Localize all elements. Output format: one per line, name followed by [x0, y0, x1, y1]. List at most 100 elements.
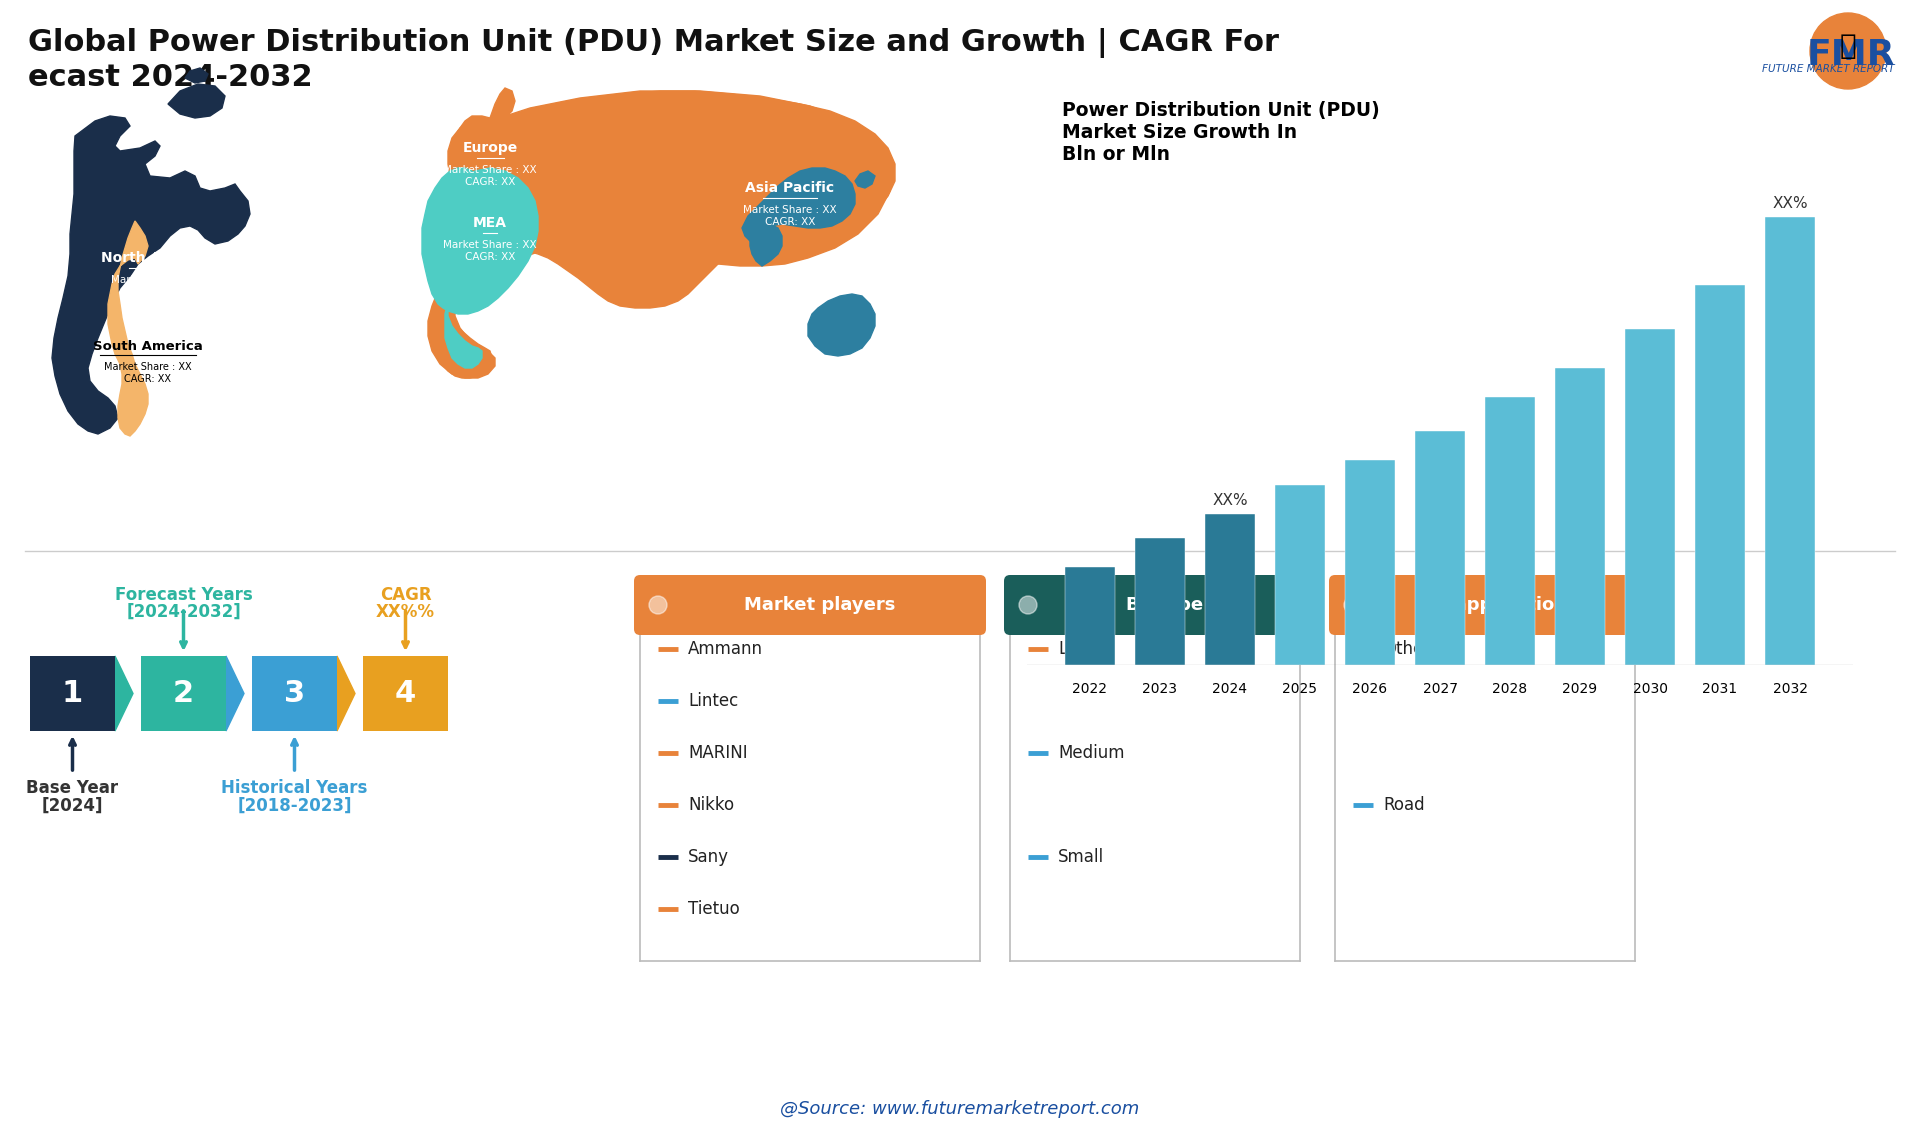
Text: 4: 4 [396, 678, 417, 708]
Text: Market Share : XX: Market Share : XX [444, 240, 538, 250]
Circle shape [1344, 596, 1361, 614]
Polygon shape [227, 656, 244, 731]
Polygon shape [169, 84, 225, 118]
Text: Sany: Sany [687, 848, 730, 866]
Text: Market players: Market players [745, 596, 897, 614]
Polygon shape [115, 656, 132, 731]
Text: Historical Years: Historical Years [221, 779, 369, 796]
Polygon shape [459, 118, 536, 194]
Text: Large: Large [1058, 639, 1104, 658]
Polygon shape [741, 168, 854, 241]
Text: 2025: 2025 [1283, 682, 1317, 696]
Text: [2024-2032]: [2024-2032] [127, 603, 240, 621]
Circle shape [649, 596, 666, 614]
Text: CAGR: CAGR [380, 586, 432, 604]
Text: Market Share : XX: Market Share : XX [743, 205, 837, 215]
Text: 1: 1 [61, 678, 83, 708]
FancyBboxPatch shape [634, 575, 987, 635]
Polygon shape [490, 88, 515, 120]
Text: Other: Other [1382, 639, 1430, 658]
Bar [1415, 431, 1465, 665]
Text: Lintec: Lintec [687, 692, 739, 711]
Text: 3: 3 [284, 678, 305, 708]
Text: Global Power Distribution Unit (PDU) Market Size and Growth | CAGR For: Global Power Distribution Unit (PDU) Mar… [29, 28, 1279, 58]
Text: FMR: FMR [1807, 38, 1895, 72]
Text: 🔍: 🔍 [1839, 32, 1857, 60]
Bar [1555, 368, 1605, 665]
Text: Medium: Medium [1058, 744, 1125, 762]
Circle shape [1020, 596, 1037, 614]
Text: Tietuo: Tietuo [687, 900, 739, 918]
Polygon shape [808, 295, 876, 356]
Polygon shape [455, 126, 470, 146]
Bar [1204, 513, 1256, 665]
Text: @Source: www.futuremarketreport.com: @Source: www.futuremarketreport.com [780, 1100, 1140, 1118]
Text: 2: 2 [173, 678, 194, 708]
Polygon shape [445, 178, 505, 368]
Polygon shape [338, 656, 355, 731]
Polygon shape [108, 221, 148, 435]
Bar [1066, 567, 1116, 665]
Polygon shape [52, 116, 250, 434]
Text: 2031: 2031 [1703, 682, 1738, 696]
Text: [2018-2023]: [2018-2023] [238, 796, 351, 815]
Text: XX%%: XX%% [376, 603, 436, 621]
Text: Market Share : XX: Market Share : XX [104, 362, 192, 372]
Circle shape [1811, 13, 1885, 89]
Text: 2023: 2023 [1142, 682, 1177, 696]
Text: Europe: Europe [463, 141, 518, 155]
Text: CAGR: XX: CAGR: XX [465, 252, 515, 262]
Text: ecast 2024-2032: ecast 2024-2032 [29, 63, 313, 92]
Polygon shape [854, 171, 876, 188]
Text: FUTURE MARKET REPORT: FUTURE MARKET REPORT [1763, 64, 1895, 74]
FancyBboxPatch shape [1329, 575, 1642, 635]
Text: 2029: 2029 [1563, 682, 1597, 696]
Polygon shape [422, 168, 501, 311]
Text: South America: South America [94, 339, 204, 353]
Bar [1484, 397, 1536, 665]
Polygon shape [428, 91, 893, 378]
Text: Market Share : XX: Market Share : XX [111, 275, 205, 285]
FancyBboxPatch shape [140, 656, 227, 731]
Bar [1344, 461, 1396, 665]
Text: Nikko: Nikko [687, 796, 733, 814]
Text: [2024]: [2024] [42, 796, 104, 815]
Bar [1695, 285, 1745, 665]
Bar [1135, 539, 1185, 665]
FancyBboxPatch shape [252, 656, 338, 731]
Text: Forecast Years: Forecast Years [115, 586, 252, 604]
Text: Road: Road [1382, 796, 1425, 814]
Text: XX%: XX% [1212, 493, 1248, 508]
Text: By type: By type [1127, 596, 1204, 614]
Text: XX%: XX% [1772, 196, 1809, 211]
Text: 2026: 2026 [1352, 682, 1388, 696]
FancyBboxPatch shape [363, 656, 447, 731]
Text: By application: By application [1423, 596, 1567, 614]
FancyBboxPatch shape [1004, 575, 1306, 635]
Bar [1764, 217, 1814, 665]
Text: CAGR: XX: CAGR: XX [132, 286, 182, 297]
Text: 2030: 2030 [1632, 682, 1668, 696]
Bar [1275, 485, 1325, 665]
Text: Asia Pacific: Asia Pacific [745, 181, 835, 195]
Text: Base Year: Base Year [27, 779, 119, 796]
Text: Market Share : XX: Market Share : XX [444, 165, 538, 175]
Text: MEA: MEA [472, 215, 507, 230]
Text: 2032: 2032 [1772, 682, 1807, 696]
Text: 2028: 2028 [1492, 682, 1528, 696]
Polygon shape [184, 68, 207, 83]
Text: CAGR: XX: CAGR: XX [764, 217, 816, 227]
Text: 2024: 2024 [1212, 682, 1248, 696]
Text: MARINI: MARINI [687, 744, 747, 762]
Polygon shape [751, 223, 781, 266]
Text: 2027: 2027 [1423, 682, 1457, 696]
FancyBboxPatch shape [31, 656, 115, 731]
Text: Ammann: Ammann [687, 639, 762, 658]
Text: 2022: 2022 [1073, 682, 1108, 696]
Text: Small: Small [1058, 848, 1104, 866]
Text: North America: North America [102, 251, 215, 265]
Text: CAGR: XX: CAGR: XX [125, 374, 171, 384]
Text: Power Distribution Unit (PDU)
Market Size Growth In
Bln or Mln: Power Distribution Unit (PDU) Market Siz… [1062, 101, 1380, 164]
Polygon shape [436, 91, 895, 378]
Polygon shape [432, 168, 538, 314]
